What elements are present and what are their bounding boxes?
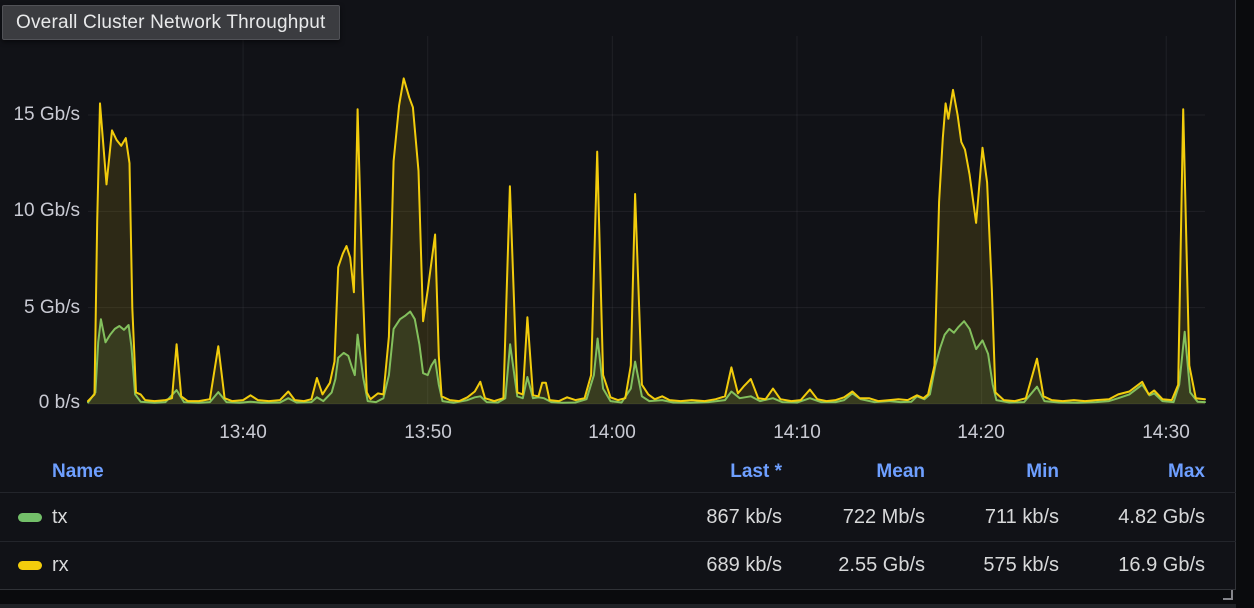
column-header-mean[interactable]: Mean: [876, 461, 925, 482]
rx-last-value: 689 kb/s: [706, 554, 782, 576]
rx-series-name[interactable]: rx: [52, 554, 69, 576]
legend-header-row: Name Last * Mean Min Max: [0, 452, 1236, 492]
throughput-chart[interactable]: 15 Gb/s 10 Gb/s 5 Gb/s 0 b/s 13:40 13:50…: [0, 0, 1236, 452]
x-axis-tick-1410: 14:10: [773, 422, 821, 443]
panel-title[interactable]: Overall Cluster Network Throughput: [2, 5, 340, 40]
legend-row-tx: tx 867 kb/s 722 Mb/s 711 kb/s 4.82 Gb/s: [0, 492, 1236, 541]
column-header-last[interactable]: Last *: [730, 461, 782, 482]
x-axis-tick-1400: 14:00: [588, 422, 636, 443]
x-axis-tick-1350: 13:50: [404, 422, 452, 443]
column-header-min[interactable]: Min: [1026, 461, 1059, 482]
time-series-plot[interactable]: [0, 0, 1236, 452]
next-panel-top-edge: [0, 604, 1236, 608]
x-axis-tick-1420: 14:20: [957, 422, 1005, 443]
column-header-max[interactable]: Max: [1168, 461, 1205, 482]
column-header-name[interactable]: Name: [52, 461, 104, 482]
panel-resize-handle-icon[interactable]: [1223, 590, 1233, 600]
grafana-panel: Overall Cluster Network Throughput 15 Gb…: [0, 0, 1236, 590]
y-axis-tick-15: 15 Gb/s: [13, 104, 80, 125]
tx-min-value: 711 kb/s: [984, 505, 1059, 528]
x-axis-tick-1430: 14:30: [1142, 422, 1190, 443]
legend-table: Name Last * Mean Min Max tx 867 kb/s 722…: [0, 452, 1236, 589]
x-axis-tick-1340: 13:40: [219, 422, 267, 443]
rx-min-value: 575 kb/s: [983, 554, 1059, 576]
tx-series-name[interactable]: tx: [52, 505, 68, 528]
tx-mean-value: 722 Mb/s: [842, 505, 925, 528]
tx-series-color-icon[interactable]: [18, 512, 42, 522]
rx-mean-value: 2.55 Gb/s: [838, 554, 925, 576]
tx-max-value: 4.82 Gb/s: [1118, 505, 1205, 528]
legend-row-rx: rx 689 kb/s 2.55 Gb/s 575 kb/s 16.9 Gb/s: [0, 541, 1236, 589]
y-axis-tick-0: 0 b/s: [38, 392, 80, 413]
rx-max-value: 16.9 Gb/s: [1118, 554, 1205, 576]
y-axis-tick-5: 5 Gb/s: [24, 297, 80, 318]
y-axis-tick-10: 10 Gb/s: [13, 200, 80, 221]
rx-series-color-icon[interactable]: [18, 561, 42, 570]
tx-last-value: 867 kb/s: [706, 505, 782, 528]
